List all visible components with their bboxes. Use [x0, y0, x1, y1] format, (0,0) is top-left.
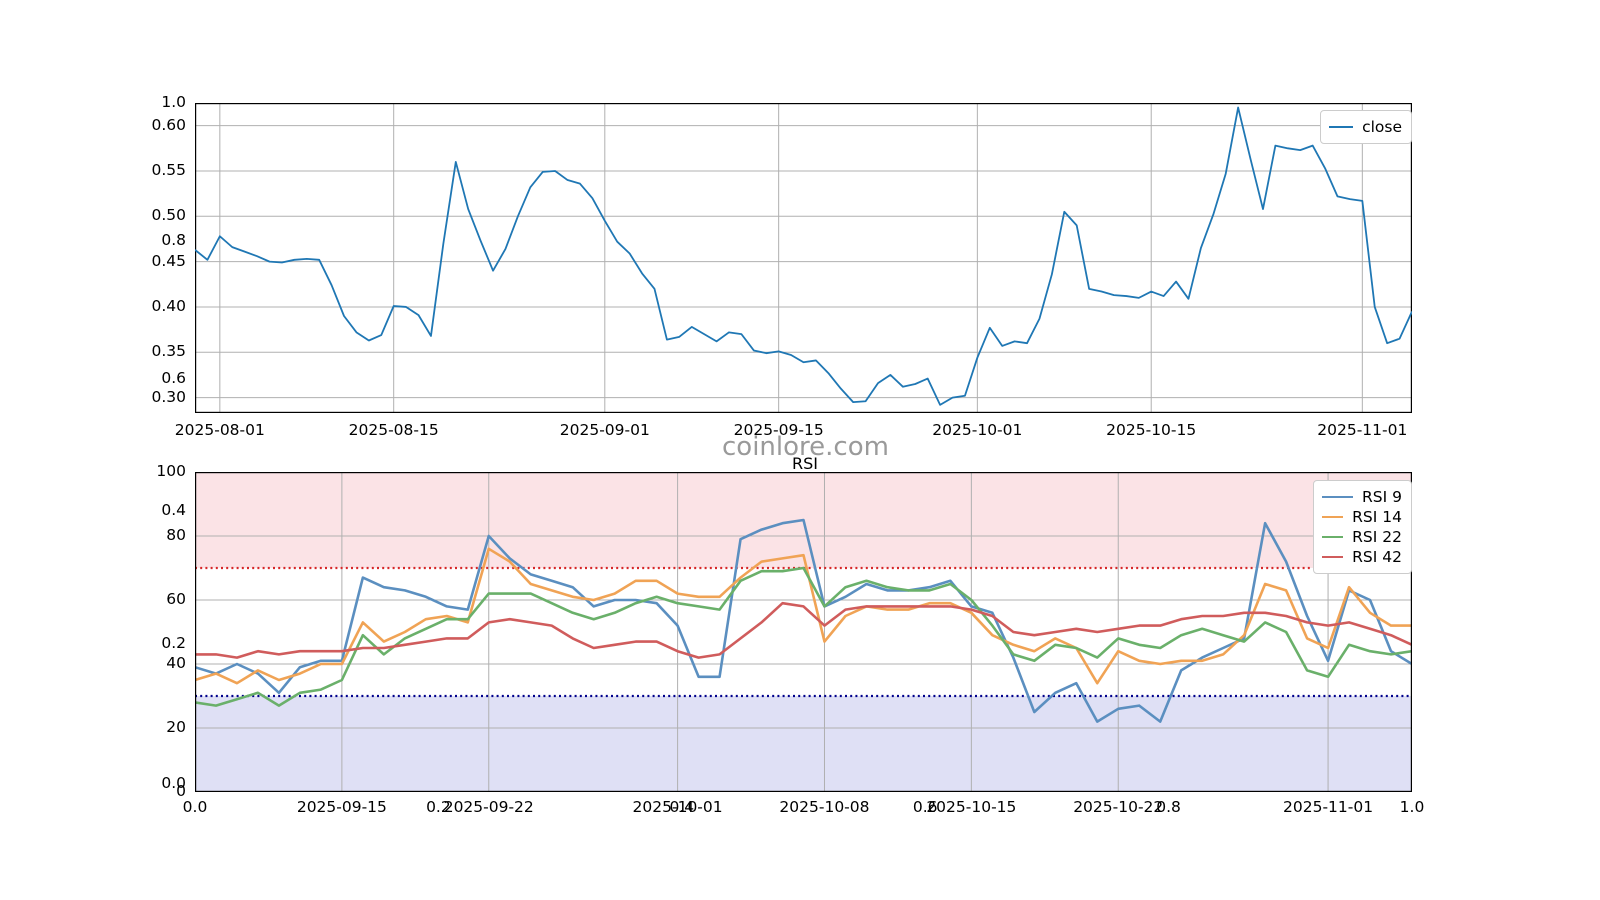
price-y-tick-label: 0.30	[151, 387, 186, 406]
legend-swatch-icon	[1322, 496, 1354, 498]
price-chart-svg	[195, 103, 1412, 413]
price-y-overlay-tick-label: 0.6	[161, 369, 186, 387]
rsi-line-rsi-22	[195, 566, 1412, 707]
price-y-tick-label: 0.60	[151, 115, 186, 134]
price-x-tick-label: 2025-09-01	[559, 421, 650, 439]
rsi-y-tick-label: 100	[156, 462, 186, 480]
rsi-legend: RSI 9 RSI 14 RSI 22 RSI 42	[1313, 480, 1412, 574]
legend-item: RSI 9	[1322, 487, 1402, 507]
rsi-y-tick-label: 80	[166, 526, 186, 544]
rsi-x-tick-label: 2025-10-22	[1073, 798, 1164, 816]
price-y-overlay-tick-label: 1.0	[161, 93, 186, 111]
rsi-x-tick-label: 2025-10-15	[926, 798, 1017, 816]
price-y-tick-label: 0.35	[151, 342, 186, 361]
rsi-x-overlay-tick-label: 0.2	[426, 798, 451, 816]
rsi-chart-panel	[195, 472, 1412, 792]
rsi-x-tick-label: 2025-09-22	[443, 798, 534, 816]
price-chart-panel	[195, 103, 1412, 413]
rsi-y-tick-label: 60	[166, 590, 186, 608]
price-y-tick-label: 0.40	[151, 296, 186, 315]
legend-swatch-icon	[1329, 126, 1354, 128]
rsi-y-overlay-tick-label: 0.2	[161, 634, 186, 652]
rsi-x-overlay-tick-label: 0.0	[182, 798, 208, 816]
legend-swatch-icon	[1322, 536, 1344, 538]
rsi-x-tick-label: 2025-09-15	[296, 798, 387, 816]
legend-item: RSI 14	[1322, 507, 1402, 527]
rsi-line-rsi-14	[195, 547, 1412, 685]
rsi-chart-svg	[195, 472, 1412, 792]
rsi-x-tick-label: 2025-11-01	[1283, 798, 1374, 816]
legend-item: RSI 22	[1322, 527, 1402, 547]
close-price-line	[195, 106, 1412, 406]
rsi-y-tick-label: 20	[166, 718, 186, 736]
watermark: coinlore.com	[722, 432, 889, 462]
price-y-tick-label: 0.50	[151, 206, 186, 225]
price-y-overlay-tick-label: 0.8	[161, 231, 186, 249]
legend-label: RSI 22	[1352, 528, 1402, 546]
price-x-tick-label: 2025-10-15	[1106, 421, 1197, 439]
rsi-x-overlay-tick-label: 0.4	[669, 798, 695, 816]
plot-frame	[195, 103, 1412, 413]
legend-item: close	[1329, 117, 1402, 137]
legend-label: close	[1362, 118, 1402, 136]
price-x-tick-label: 2025-08-15	[348, 421, 439, 439]
rsi-line-rsi-9	[195, 518, 1412, 723]
rsi-x-overlay-tick-label: 0.8	[1156, 798, 1181, 816]
rsi-x-overlay-tick-label: 0.6	[912, 798, 938, 816]
rsi-x-tick-label: 2025-10-01	[632, 798, 723, 816]
price-x-tick-label: 2025-08-01	[174, 421, 265, 439]
rsi-x-tick-label: 2025-10-08	[779, 798, 870, 816]
rsi-y-tick-label: 0	[176, 782, 186, 800]
price-y-tick-label: 0.45	[151, 251, 186, 270]
legend-label: RSI 9	[1362, 488, 1402, 506]
price-x-tick-label: 2025-10-01	[932, 421, 1023, 439]
rsi-y-overlay-tick-label: 0.4	[161, 501, 186, 519]
plot-frame	[195, 472, 1412, 792]
legend-item: RSI 42	[1322, 547, 1402, 567]
rsi-chart-title: RSI	[792, 454, 818, 473]
price-x-tick-label: 2025-11-01	[1317, 421, 1408, 439]
rsi-y-tick-label: 40	[166, 654, 186, 672]
rsi-line-rsi-42	[195, 601, 1412, 659]
rsi-x-overlay-tick-label: 1.0	[1399, 798, 1425, 816]
price-x-tick-label: 2025-09-15	[733, 421, 824, 439]
rsi-y-overlay-tick-label: 0.0	[161, 774, 186, 792]
legend-swatch-icon	[1322, 516, 1344, 518]
legend-label: RSI 14	[1352, 508, 1402, 526]
legend-swatch-icon	[1322, 556, 1344, 558]
price-legend: close	[1320, 110, 1412, 144]
legend-label: RSI 42	[1352, 548, 1402, 566]
rsi-band	[195, 696, 1412, 792]
price-y-tick-label: 0.55	[151, 160, 186, 179]
